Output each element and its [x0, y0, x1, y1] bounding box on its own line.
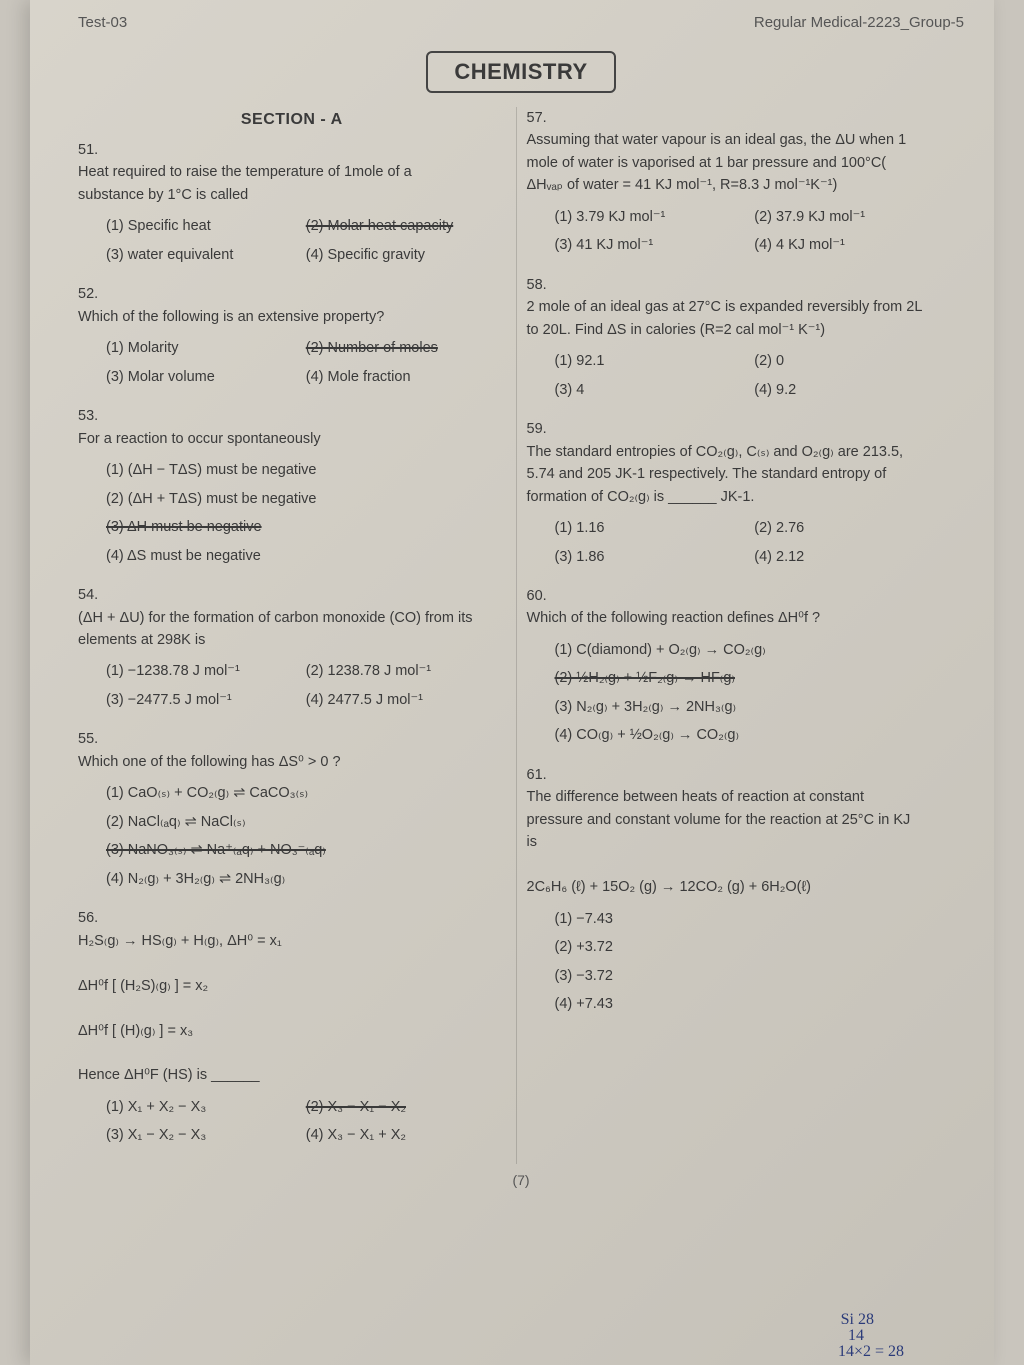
- option: (1) −1238.78 J mol⁻¹: [106, 657, 306, 685]
- q-number: 60.: [527, 585, 555, 607]
- exam-page: Test-03 Regular Medical-2223_Group-5 CHE…: [30, 0, 994, 1365]
- option: (1) 1.16: [555, 514, 755, 542]
- option: (2) Molar heat capacity: [306, 212, 506, 240]
- option: (1) X₁ + X₂ − X₃: [106, 1093, 306, 1121]
- q-number: 57.: [527, 107, 555, 129]
- q61-equation: 2C₆H₆ (ℓ) + 15O₂ (g) → 12CO₂ (g) + 6H₂O(…: [527, 879, 812, 895]
- title-wrap: CHEMISTRY: [78, 45, 964, 107]
- option: (4) 4 KJ mol⁻¹: [754, 231, 954, 259]
- option: (1) Molarity: [106, 334, 306, 362]
- q-stem: Which of the following is an extensive p…: [78, 306, 476, 328]
- q-number: 53.: [78, 405, 106, 427]
- option: (4) CO₍g₎ + ½O₂₍g₎ → CO₂₍g₎: [555, 721, 955, 749]
- option: (4) ΔS must be negative: [106, 542, 506, 570]
- q-number: 56.: [78, 907, 106, 929]
- question-59: 59. The standard entropies of CO₂₍g₎, C₍…: [527, 418, 955, 571]
- q-stem: The difference between heats of reaction…: [527, 786, 925, 898]
- q-number: 55.: [78, 728, 106, 750]
- option: (1) C(diamond) + O₂₍g₎ → CO₂₍g₎: [555, 636, 955, 664]
- question-57: 57. Assuming that water vapour is an ide…: [527, 107, 955, 260]
- option: (1) Specific heat: [106, 212, 306, 240]
- option: (3) NaNO₃₍ₛ₎ ⇌ Na⁺₍ₐq₎ + NO₃⁻₍ₐq₎: [106, 836, 506, 864]
- option: (4) X₃ − X₁ + X₂: [306, 1121, 506, 1149]
- question-60: 60. Which of the following reaction defi…: [527, 585, 955, 750]
- question-56: 56. H₂S₍g₎ → HS₍g₎ + H₍g₎, ΔH⁰ = x₁ ΔH⁰f…: [78, 907, 506, 1150]
- question-58: 58. 2 mole of an ideal gas at 27°C is ex…: [527, 274, 955, 404]
- q-number: 58.: [527, 274, 555, 296]
- option: (3) 4: [555, 376, 755, 404]
- option: (2) 1238.78 J mol⁻¹: [306, 657, 506, 685]
- option: (3) Molar volume: [106, 363, 306, 391]
- q-stem: For a reaction to occur spontaneously: [78, 428, 476, 450]
- q-number: 51.: [78, 139, 106, 161]
- header-right: Regular Medical-2223_Group-5: [754, 14, 964, 31]
- option: (4) +7.43: [555, 990, 955, 1018]
- subject-title: CHEMISTRY: [426, 51, 615, 93]
- option: (2) 0: [754, 347, 954, 375]
- q-stem: Assuming that water vapour is an ideal g…: [527, 129, 925, 196]
- option: (1) 3.79 KJ mol⁻¹: [555, 203, 755, 231]
- option: (1) (ΔH − TΔS) must be negative: [106, 456, 506, 484]
- option: (2) Number of moles: [306, 334, 506, 362]
- q-stem: (ΔH + ΔU) for the formation of carbon mo…: [78, 607, 476, 652]
- q-stem: Heat required to raise the temperature o…: [78, 161, 476, 206]
- question-55: 55. Which one of the following has ΔS⁰ >…: [78, 728, 506, 893]
- option: (2) (ΔH + TΔS) must be negative: [106, 485, 506, 513]
- q-number: 52.: [78, 283, 106, 305]
- right-column: 57. Assuming that water vapour is an ide…: [517, 107, 965, 1164]
- option: (2) +3.72: [555, 933, 955, 961]
- option: (3) X₁ − X₂ − X₃: [106, 1121, 306, 1149]
- option: (2) NaCl₍ₐq₎ ⇌ NaCl₍ₛ₎: [106, 808, 506, 836]
- option: (1) −7.43: [555, 905, 955, 933]
- q-stem: The standard entropies of CO₂₍g₎, C₍ₛ₎ a…: [527, 441, 925, 508]
- header-left: Test-03: [78, 14, 127, 31]
- option: (2) 37.9 KJ mol⁻¹: [754, 203, 954, 231]
- page-header: Test-03 Regular Medical-2223_Group-5: [78, 14, 964, 31]
- option: (3) −3.72: [555, 962, 955, 990]
- option: (1) 92.1: [555, 347, 755, 375]
- q-number: 61.: [527, 764, 555, 786]
- option: (4) 2477.5 J mol⁻¹: [306, 686, 506, 714]
- question-53: 53. For a reaction to occur spontaneousl…: [78, 405, 506, 570]
- left-column: SECTION - A 51. Heat required to raise t…: [78, 107, 517, 1164]
- option: (4) Mole fraction: [306, 363, 506, 391]
- option: (3) 1.86: [555, 543, 755, 571]
- q-number: 59.: [527, 418, 555, 440]
- option: (2) 2.76: [754, 514, 954, 542]
- option: (3) water equivalent: [106, 241, 306, 269]
- option: (4) Specific gravity: [306, 241, 506, 269]
- option: (3) N₂₍g₎ + 3H₂₍g₎ → 2NH₃₍g₎: [555, 693, 955, 721]
- q-stem: Which of the following reaction defines …: [527, 607, 925, 629]
- q56-line3: ΔH⁰f [ (H)₍g₎ ] = x₃: [78, 1023, 193, 1039]
- option: (4) 9.2: [754, 376, 954, 404]
- option: (4) N₂₍g₎ + 3H₂₍g₎ ⇌ 2NH₃₍g₎: [106, 865, 506, 893]
- q61-text: The difference between heats of reaction…: [527, 789, 911, 850]
- question-52: 52. Which of the following is an extensi…: [78, 283, 506, 391]
- question-61: 61. The difference between heats of reac…: [527, 764, 955, 1019]
- option: (4) 2.12: [754, 543, 954, 571]
- q56-line1: H₂S₍g₎ → HS₍g₎ + H₍g₎, ΔH⁰ = x₁: [78, 933, 282, 949]
- section-a-heading: SECTION - A: [78, 111, 506, 129]
- option: (1) CaO₍ₛ₎ + CO₂₍g₎ ⇌ CaCO₃₍ₛ₎: [106, 779, 506, 807]
- option: (3) ΔH must be negative: [106, 513, 506, 541]
- q-stem: H₂S₍g₎ → HS₍g₎ + H₍g₎, ΔH⁰ = x₁ ΔH⁰f [ (…: [78, 930, 476, 1087]
- option: (3) −2477.5 J mol⁻¹: [106, 686, 306, 714]
- q-number: 54.: [78, 584, 106, 606]
- option: (2) X₃ − X₁ − X₂: [306, 1093, 506, 1121]
- page-number: (7): [78, 1172, 964, 1188]
- q-stem: 2 mole of an ideal gas at 27°C is expand…: [527, 296, 925, 341]
- option: (3) 41 KJ mol⁻¹: [555, 231, 755, 259]
- q56-line2: ΔH⁰f [ (H₂S)₍g₎ ] = x₂: [78, 978, 208, 994]
- option: (2) ½H₂₍g₎ + ½F₂₍g₎ → HF₍g₎: [555, 664, 955, 692]
- q56-line4: Hence ΔH⁰F (HS) is ______: [78, 1067, 260, 1083]
- handwriting-3: 14×2 = 28: [838, 1343, 904, 1361]
- q-stem: Which one of the following has ΔS⁰ > 0 ?: [78, 751, 476, 773]
- question-54: 54. (ΔH + ΔU) for the formation of carbo…: [78, 584, 506, 714]
- question-51: 51. Heat required to raise the temperatu…: [78, 139, 506, 269]
